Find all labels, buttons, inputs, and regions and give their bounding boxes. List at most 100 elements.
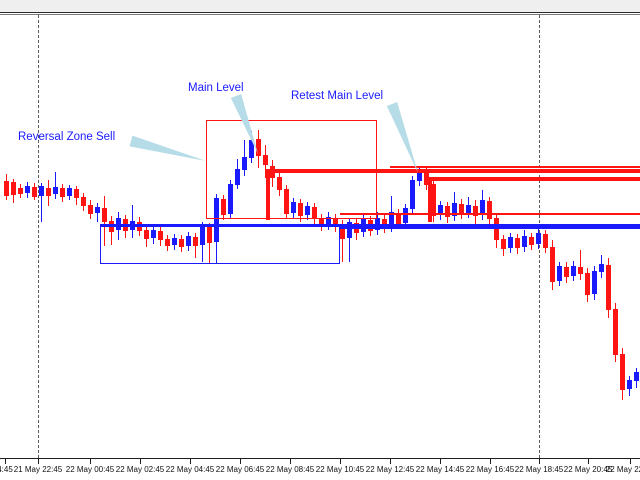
candle-body <box>592 271 597 294</box>
axis-tick <box>190 459 191 464</box>
candle-body <box>312 207 317 219</box>
axis-tick-label: 22 May 12:45 <box>365 465 415 474</box>
candle-body <box>102 208 107 222</box>
axis-tick <box>539 459 540 464</box>
candle-body <box>613 309 618 355</box>
main-level-label[interactable]: Main Level <box>188 82 244 94</box>
axis-tick <box>290 459 291 464</box>
candle-body <box>172 238 177 245</box>
main-level-line[interactable] <box>266 169 640 173</box>
axis-tick-label: 22 May 20:45 <box>563 465 613 474</box>
axis-tick <box>140 459 141 464</box>
candle-body <box>144 230 149 239</box>
candle-body <box>11 182 16 195</box>
axis-tick-label: 22 May 00:45 <box>65 465 115 474</box>
day-sep-1 <box>38 15 39 458</box>
candle-body <box>494 218 499 240</box>
candle-body <box>634 372 639 381</box>
candle-body <box>452 203 457 216</box>
candle-body <box>221 199 226 215</box>
candle-body <box>263 155 268 165</box>
candle-body <box>207 227 212 243</box>
axis-tick <box>240 459 241 464</box>
candle-body <box>39 186 44 196</box>
candle-body <box>25 186 30 193</box>
candle-body <box>256 139 261 156</box>
axis-tick-label: 21 May 22:45 <box>13 465 63 474</box>
candle-body <box>606 265 611 310</box>
candle-body <box>403 208 408 223</box>
candle-body <box>564 267 569 277</box>
retest-main-level-pointer <box>386 102 418 173</box>
candle-body <box>438 205 443 215</box>
candle-body <box>46 188 51 196</box>
candle-body <box>417 170 422 181</box>
candle-body <box>515 238 520 248</box>
candle-body <box>473 206 478 216</box>
candle-body <box>389 212 394 227</box>
candle-body <box>200 226 205 245</box>
candle-body <box>228 184 233 214</box>
candle-body <box>88 205 93 214</box>
candle-body <box>4 181 9 196</box>
candle-body <box>95 207 100 213</box>
window-titlebar <box>0 0 640 13</box>
candle-body <box>627 380 632 389</box>
main-level-riser[interactable] <box>266 169 270 220</box>
candle-body <box>487 201 492 219</box>
candle-body <box>571 266 576 276</box>
main-support-line[interactable] <box>340 224 640 229</box>
axis-tick <box>38 459 39 464</box>
candle-body <box>137 222 142 231</box>
axis-tick <box>490 459 491 464</box>
axis-tick-label: 22 May 04:45 <box>165 465 215 474</box>
upper-resistance-line[interactable] <box>390 166 640 168</box>
axis-tick <box>5 459 6 464</box>
axis-tick-label: 22 May 08:45 <box>265 465 315 474</box>
candle-body <box>424 171 429 185</box>
candle-wick <box>342 220 343 262</box>
candle-body <box>508 237 513 248</box>
candle-wick <box>209 223 210 263</box>
candle-body <box>165 239 170 246</box>
candle-body <box>151 230 156 238</box>
candle-body <box>459 204 464 214</box>
candle-body <box>326 217 331 225</box>
axis-tick-label: 22 May 16:45 <box>465 465 515 474</box>
reversal-zone-sell-pointer <box>129 135 206 161</box>
candle-body <box>214 198 219 242</box>
axis-tick <box>440 459 441 464</box>
candle-body <box>522 236 527 247</box>
candle-body <box>53 187 58 194</box>
candle-body <box>32 187 37 197</box>
candle-body <box>186 236 191 246</box>
candle-body <box>543 234 548 248</box>
candle-body <box>18 188 23 194</box>
candle-body <box>235 169 240 185</box>
support-zone-box[interactable] <box>100 224 340 264</box>
candle-body <box>81 197 86 206</box>
candle-body <box>319 218 324 226</box>
retest-main-level-label[interactable]: Retest Main Level <box>291 90 384 102</box>
candle-body <box>74 189 79 198</box>
axis-tick-label: 22 May 18:45 <box>514 465 564 474</box>
left-support-line[interactable] <box>100 225 340 227</box>
axis-tick-label: 22 May 10:45 <box>315 465 365 474</box>
candle-body <box>277 177 282 190</box>
candle-body <box>340 226 345 239</box>
retest-level-line[interactable] <box>428 177 640 181</box>
axis-tick-label: 22 May 14:45 <box>415 465 465 474</box>
candle-body <box>480 200 485 215</box>
candle-body <box>179 239 184 247</box>
mid-red-line[interactable] <box>340 213 640 215</box>
axis-tick <box>90 459 91 464</box>
reversal-zone-sell-label[interactable]: Reversal Zone Sell <box>18 131 116 143</box>
chart-plot-area[interactable]: Reversal Zone Sell Main Level Retest Main … <box>0 15 640 458</box>
candle-body <box>284 189 289 214</box>
candle-wick <box>55 172 56 199</box>
axis-tick <box>390 459 391 464</box>
titlebar-separator <box>0 14 640 15</box>
axis-tick-label: 22 May 22:45 <box>605 465 640 474</box>
retest-level-riser[interactable] <box>428 177 432 222</box>
